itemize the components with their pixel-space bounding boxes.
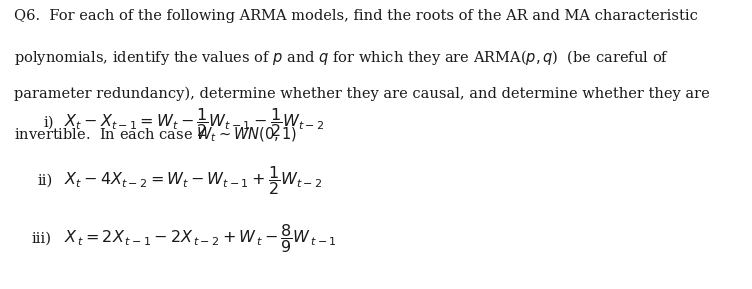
Text: $X_t - X_{t-1} = W_t - \dfrac{1}{2}W_{t-1} - \dfrac{1}{2}W_{t-2}$: $X_t - X_{t-1} = W_t - \dfrac{1}{2}W_{t-… [64,106,324,139]
Text: Q6.  For each of the following ARMA models, find the roots of the AR and MA char: Q6. For each of the following ARMA model… [14,9,697,23]
Text: i): i) [44,116,54,130]
Text: parameter redundancy), determine whether they are causal, and determine whether : parameter redundancy), determine whether… [14,87,709,101]
Text: polynomials, identify the values of $p$ and $q$ for which they are ARMA($p,q$)  : polynomials, identify the values of $p$ … [14,48,669,67]
Text: invertible.  In each case $W_t \sim WN(0,1)$: invertible. In each case $W_t \sim WN(0,… [14,126,296,144]
Text: ii): ii) [38,174,53,188]
Text: iii): iii) [32,231,52,245]
Text: $X_t - 4X_{t-2} = W_t - W_{t-1} + \dfrac{1}{2}W_{t-2}$: $X_t - 4X_{t-2} = W_t - W_{t-1} + \dfrac… [64,164,322,197]
Text: $X_{\,t} = 2X_{\,t-1} - 2X_{\,t-2} + W_{\,t} - \dfrac{8}{9}W_{\,t-1}$: $X_{\,t} = 2X_{\,t-1} - 2X_{\,t-2} + W_{… [64,222,337,255]
